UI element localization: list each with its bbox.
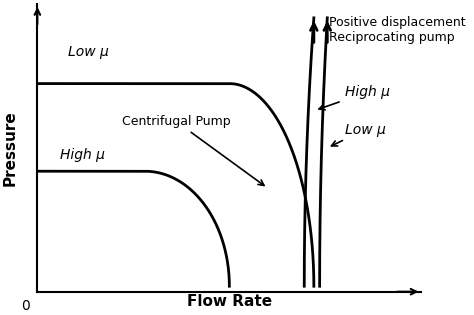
Text: Low μ: Low μ xyxy=(331,123,385,146)
Text: 0: 0 xyxy=(21,299,30,313)
Text: Pressure: Pressure xyxy=(3,110,18,186)
Text: Low μ: Low μ xyxy=(68,45,109,59)
X-axis label: Flow Rate: Flow Rate xyxy=(187,295,272,309)
Text: Positive displacement
Reciprocating pump: Positive displacement Reciprocating pump xyxy=(329,16,466,44)
Text: Centrifugal Pump: Centrifugal Pump xyxy=(122,115,264,186)
Text: High μ: High μ xyxy=(319,85,390,110)
Text: High μ: High μ xyxy=(60,148,105,163)
